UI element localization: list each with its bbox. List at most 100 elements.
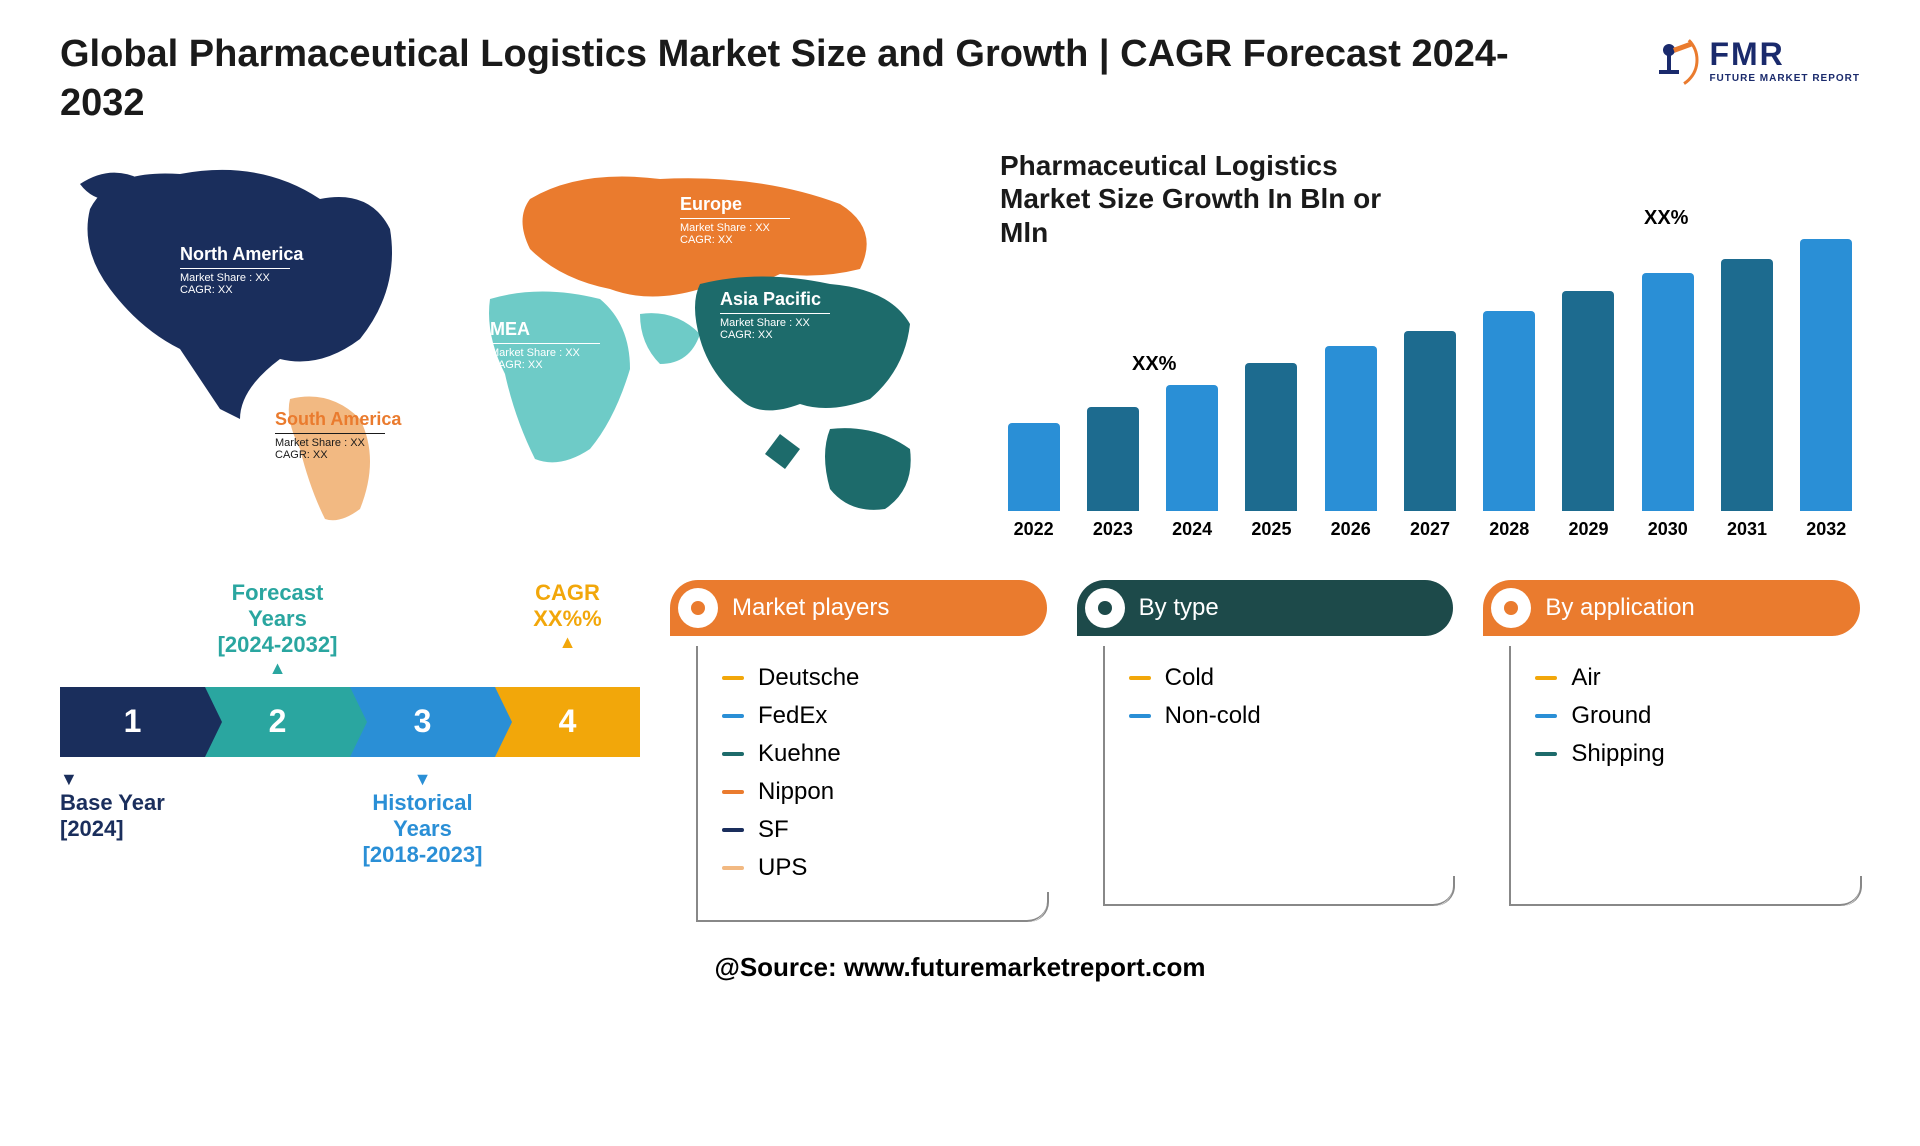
category-item: FedEx [722, 702, 1027, 730]
category-cards: Market players Deutsche FedEx Kuehne Nippon S… [670, 580, 1860, 922]
category-item-label: UPS [758, 854, 807, 882]
bar-group: 2030 [1634, 273, 1701, 540]
bar-year-label: 2032 [1806, 519, 1846, 540]
category-card: By type Cold Non-cold [1077, 580, 1454, 922]
bar-year-label: 2030 [1648, 519, 1688, 540]
category-title: Market players [732, 594, 889, 622]
category-item: Non-cold [1129, 702, 1434, 730]
bar [1483, 311, 1535, 511]
bullet-icon [1491, 588, 1531, 628]
bar-group: 2026 [1317, 346, 1384, 540]
category-item-label: SF [758, 816, 789, 844]
category-card: Market players Deutsche FedEx Kuehne Nippon S… [670, 580, 1047, 922]
category-header: Market players [670, 580, 1047, 636]
category-item: UPS [722, 854, 1027, 882]
tick-icon [1535, 752, 1557, 756]
category-header: By type [1077, 580, 1454, 636]
bar-group: 2024 [1159, 385, 1226, 540]
category-item-label: Shipping [1571, 740, 1664, 768]
timeline-top-labels: Forecast Years [2024-2032] ▲ CAGR XX%% ▲ [60, 580, 640, 679]
category-body: Deutsche FedEx Kuehne Nippon SF UPS [696, 646, 1047, 922]
category-item-label: Air [1571, 664, 1600, 692]
category-title: By application [1545, 594, 1694, 622]
category-item-label: Deutsche [758, 664, 859, 692]
category-body: Cold Non-cold [1103, 646, 1454, 906]
label-europe: Europe Market Share : XX CAGR: XX [680, 194, 790, 246]
bar-group: 2022 [1000, 423, 1067, 540]
tick-icon [722, 828, 744, 832]
chart-bars: 2022 2023 2024 2025 2026 2027 2028 2029 2030 2031… [1000, 260, 1860, 540]
category-item: Shipping [1535, 740, 1840, 768]
bar [1087, 407, 1139, 511]
tick-icon [722, 866, 744, 870]
bar-year-label: 2031 [1727, 519, 1767, 540]
category-header: By application [1483, 580, 1860, 636]
bar-chart: Pharmaceutical Logistics Market Size Gro… [1000, 149, 1860, 540]
bar [1562, 291, 1614, 511]
bar-group: 2025 [1238, 363, 1305, 540]
historical-years-label: ▼ Historical Years [2018-2023] [350, 769, 495, 868]
telescope-icon [1639, 30, 1699, 90]
logo-text-main: FMR [1709, 36, 1860, 73]
bar-year-label: 2023 [1093, 519, 1133, 540]
tick-icon [722, 790, 744, 794]
bar-group: 2028 [1476, 311, 1543, 540]
base-year-label: ▼ Base Year [2024] [60, 769, 205, 868]
bar [1245, 363, 1297, 511]
category-item: Kuehne [722, 740, 1027, 768]
category-item: Cold [1129, 664, 1434, 692]
category-item-label: FedEx [758, 702, 827, 730]
bar [1721, 259, 1773, 511]
chart-title: Pharmaceutical Logistics Market Size Gro… [1000, 149, 1400, 250]
label-south-america: South America Market Share : XX CAGR: XX [275, 409, 401, 461]
bar-annotation: XX% [1644, 207, 1688, 230]
bar-annotation: XX% [1132, 353, 1176, 376]
bullet-icon [1085, 588, 1125, 628]
cagr-label: CAGR XX%% ▲ [495, 580, 640, 679]
logo-text-sub: FUTURE MARKET REPORT [1709, 73, 1860, 84]
category-body: AirGroundShipping [1509, 646, 1860, 906]
label-asia-pacific: Asia Pacific Market Share : XX CAGR: XX [720, 289, 830, 341]
timeline: Forecast Years [2024-2032] ▲ CAGR XX%% ▲… [60, 580, 640, 868]
category-item: Air [1535, 664, 1840, 692]
category-item-label: Non-cold [1165, 702, 1261, 730]
bar-year-label: 2026 [1331, 519, 1371, 540]
timeline-segment: 3 [350, 687, 495, 757]
bar-year-label: 2028 [1489, 519, 1529, 540]
category-item-label: Cold [1165, 664, 1214, 692]
bar [1325, 346, 1377, 511]
bar-year-label: 2022 [1014, 519, 1054, 540]
bar-year-label: 2027 [1410, 519, 1450, 540]
source-attribution: @Source: www.futuremarketreport.com [60, 952, 1860, 983]
category-item-label: Kuehne [758, 740, 841, 768]
world-map: North America Market Share : XX CAGR: XX… [60, 149, 960, 529]
bar-group: 2027 [1396, 331, 1463, 540]
bar-group: 2029 [1555, 291, 1622, 540]
category-item: Nippon [722, 778, 1027, 806]
forecast-years-label: Forecast Years [2024-2032] ▲ [205, 580, 350, 679]
timeline-bar: 1234 [60, 687, 640, 757]
category-item-label: Nippon [758, 778, 834, 806]
label-north-america: North America Market Share : XX CAGR: XX [180, 244, 303, 296]
page-title: Global Pharmaceutical Logistics Market S… [60, 30, 1560, 129]
tick-icon [722, 714, 744, 718]
tick-icon [1129, 714, 1151, 718]
category-item: SF [722, 816, 1027, 844]
bar [1166, 385, 1218, 511]
bar [1800, 239, 1852, 511]
timeline-segment: 1 [60, 687, 205, 757]
tick-icon [722, 676, 744, 680]
tick-icon [1535, 676, 1557, 680]
fmr-logo: FMR FUTURE MARKET REPORT [1639, 30, 1860, 90]
label-mea: MEA Market Share : XX CAGR: XX [490, 319, 600, 371]
bar-year-label: 2025 [1251, 519, 1291, 540]
category-item: Deutsche [722, 664, 1027, 692]
bar [1642, 273, 1694, 511]
bottom-row: Forecast Years [2024-2032] ▲ CAGR XX%% ▲… [60, 580, 1860, 922]
bar-year-label: 2024 [1172, 519, 1212, 540]
timeline-segment: 4 [495, 687, 640, 757]
bar [1404, 331, 1456, 511]
bar-group: 2031 [1713, 259, 1780, 540]
category-title: By type [1139, 594, 1219, 622]
timeline-segment: 2 [205, 687, 350, 757]
